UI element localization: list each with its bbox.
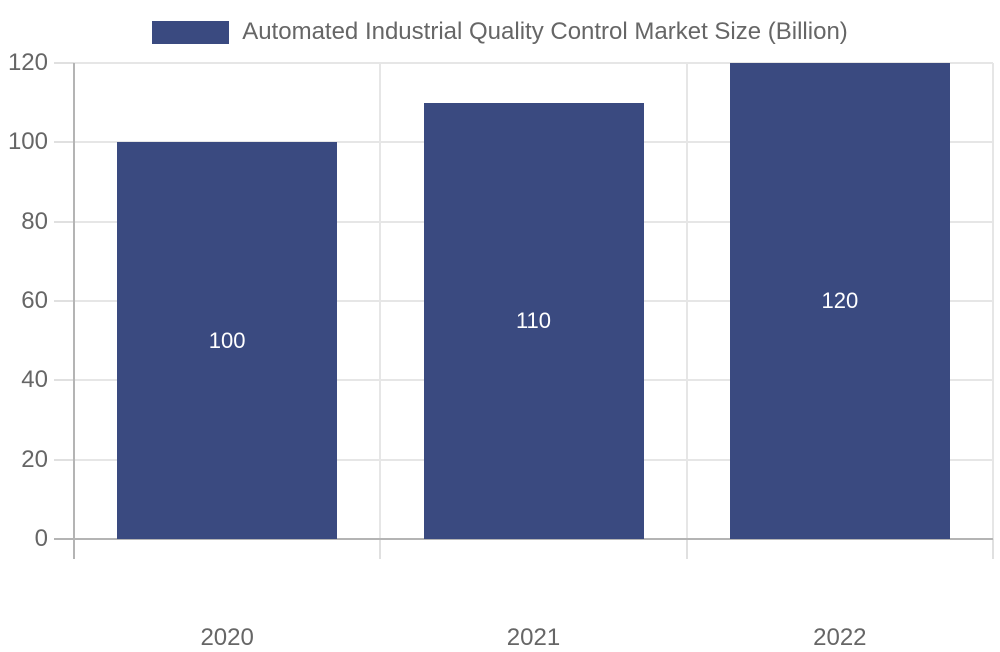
legend-label: Automated Industrial Quality Control Mar… [242, 18, 848, 45]
x-axis-tick [73, 539, 75, 559]
y-tick-label: 80 [21, 207, 48, 235]
y-axis-tick [54, 220, 74, 223]
plot-area: 0 20 40 60 80 100 120 100 2020 110 2021 120 2022 [8, 51, 994, 651]
y-axis-tick [54, 300, 74, 302]
y-gridline [74, 62, 993, 64]
bar-value-label: 120 [821, 288, 859, 313]
y-axis-tick [54, 62, 74, 64]
x-tick-label-2022: 2022 [813, 624, 867, 651]
bar-value-label: 110 [515, 307, 552, 333]
y-tick-label: 60 [21, 287, 48, 314]
y-axis-tick [54, 379, 74, 382]
bar-2020[interactable]: 100 [117, 142, 338, 539]
chart-legend: Automated Industrial Quality Control Mar… [0, 18, 1000, 46]
x-gridline [685, 63, 688, 539]
x-gridline [992, 63, 994, 539]
y-axis-tick [54, 458, 74, 461]
x-axis-tick [379, 539, 382, 559]
y-axis-tick [54, 141, 74, 144]
y-axis-tick [54, 538, 74, 540]
legend-item[interactable]: Automated Industrial Quality Control Mar… [152, 18, 848, 46]
y-tick-label: 40 [21, 366, 48, 394]
x-axis-tick [685, 539, 688, 559]
y-tick-label: 20 [21, 445, 48, 473]
bar-chart: Automated Industrial Quality Control Mar… [0, 18, 1000, 651]
bar-value-label: 100 [208, 327, 246, 353]
x-tick-label-2020: 2020 [200, 624, 254, 651]
x-axis-line [74, 538, 993, 540]
x-gridline [379, 63, 382, 539]
y-tick-label: 100 [7, 128, 48, 156]
y-tick-label: 0 [34, 525, 48, 552]
legend-swatch-icon [152, 20, 230, 44]
bar-2022[interactable]: 120 [729, 63, 950, 539]
x-axis-tick [992, 539, 994, 559]
y-tick-label: 120 [7, 49, 48, 76]
y-axis-line [73, 63, 75, 539]
x-tick-label-2021: 2021 [506, 624, 561, 651]
bar-2021[interactable]: 110 [423, 102, 644, 539]
